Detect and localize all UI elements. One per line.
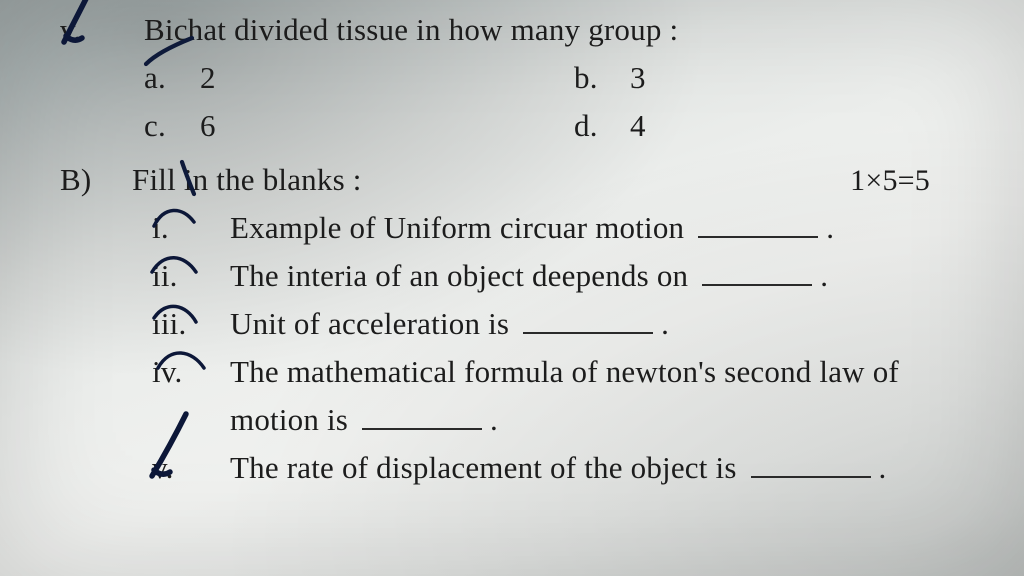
fib-item-3: iii. Unit of acceleration is . <box>152 300 990 348</box>
fib-2-after: . <box>820 258 828 293</box>
fib-item-5: v. The rate of displacement of the objec… <box>152 444 990 492</box>
option-b-letter: b. <box>574 60 598 95</box>
fib-4-before: The mathematical formula of newton's sec… <box>230 354 899 437</box>
fib-1-text: Example of Uniform circuar motion . <box>230 204 990 252</box>
section-b-header: B) Fill in the blanks : 1×5=5 <box>60 156 990 204</box>
section-b-label: B) <box>60 156 132 204</box>
pen-arc-icon <box>148 198 198 228</box>
blank-line <box>702 283 812 287</box>
option-d: d. 4 <box>574 102 1004 150</box>
mcq-options-col-left: a. 2 c. 6 <box>144 54 574 150</box>
fib-5-text: The rate of displacement of the object i… <box>230 444 990 492</box>
option-c-value: 6 <box>200 102 574 150</box>
fib-2-before: The interia of an object deepends on <box>230 258 688 293</box>
blank-line <box>698 235 818 239</box>
fib-3-before: Unit of acceleration is <box>230 306 509 341</box>
fib-4-marker: iv. <box>152 348 230 396</box>
option-b-value: 3 <box>630 54 1004 102</box>
option-a-letter-text: a. <box>144 60 166 95</box>
blank-line <box>751 475 871 479</box>
section-b-marks: 1×5=5 <box>850 158 990 205</box>
fib-5-after: . <box>879 450 887 485</box>
fib-4-text: The mathematical formula of newton's sec… <box>230 348 990 444</box>
fib-1-before: Example of Uniform circuar motion <box>230 210 684 245</box>
option-d-letter: d. <box>574 108 598 143</box>
mcq-marker: v. <box>60 6 144 54</box>
fib-item-2: ii. The interia of an object deepends on… <box>152 252 990 300</box>
fib-1-marker: i. <box>152 204 230 252</box>
fib-5-marker: v. <box>152 444 230 492</box>
pen-arc-icon <box>154 342 204 372</box>
paper-background: v. Bichat divided tissue in how many gro… <box>0 0 1024 576</box>
mcq-row: v. Bichat divided tissue in how many gro… <box>60 6 990 54</box>
pen-arc-icon <box>148 294 198 324</box>
blank-line <box>523 331 653 335</box>
option-c: c. 6 <box>144 102 574 150</box>
fib-3-after: . <box>661 306 669 341</box>
section-b-title-wrap: Fill in the blanks : <box>132 156 850 204</box>
fill-blanks-list: i. Example of Uniform circuar motion . i… <box>152 204 990 492</box>
option-a-letter: a. <box>144 54 200 102</box>
section-b-title: Fill in the blanks : <box>132 162 362 197</box>
fib-item-1: i. Example of Uniform circuar motion . <box>152 204 990 252</box>
option-a-value: 2 <box>200 54 574 102</box>
fib-1-after: . <box>826 210 834 245</box>
mcq-text: Bichat divided tissue in how many group … <box>144 6 990 54</box>
fib-item-4: iv. The mathematical formula of newton's… <box>152 348 990 444</box>
mcq-options: a. 2 c. 6 b. 3 d. <box>144 54 964 150</box>
fib-4-after: . <box>490 402 498 437</box>
option-b: b. 3 <box>574 54 1004 102</box>
fib-2-marker: ii. <box>152 252 230 300</box>
content-area: v. Bichat divided tissue in how many gro… <box>60 6 990 492</box>
fib-3-marker: iii. <box>152 300 230 348</box>
fib-5-before: The rate of displacement of the object i… <box>230 450 737 485</box>
mcq-options-col-right: b. 3 d. 4 <box>574 54 1004 150</box>
option-a: a. 2 <box>144 54 574 102</box>
fib-2-text: The interia of an object deepends on . <box>230 252 990 300</box>
pen-slash-icon <box>142 418 202 478</box>
pen-arc-icon <box>148 246 198 276</box>
option-d-value: 4 <box>630 102 1004 150</box>
fib-3-text: Unit of acceleration is . <box>230 300 990 348</box>
blank-line <box>362 427 482 431</box>
option-c-letter: c. <box>144 108 166 143</box>
pen-slash-icon <box>52 0 122 46</box>
